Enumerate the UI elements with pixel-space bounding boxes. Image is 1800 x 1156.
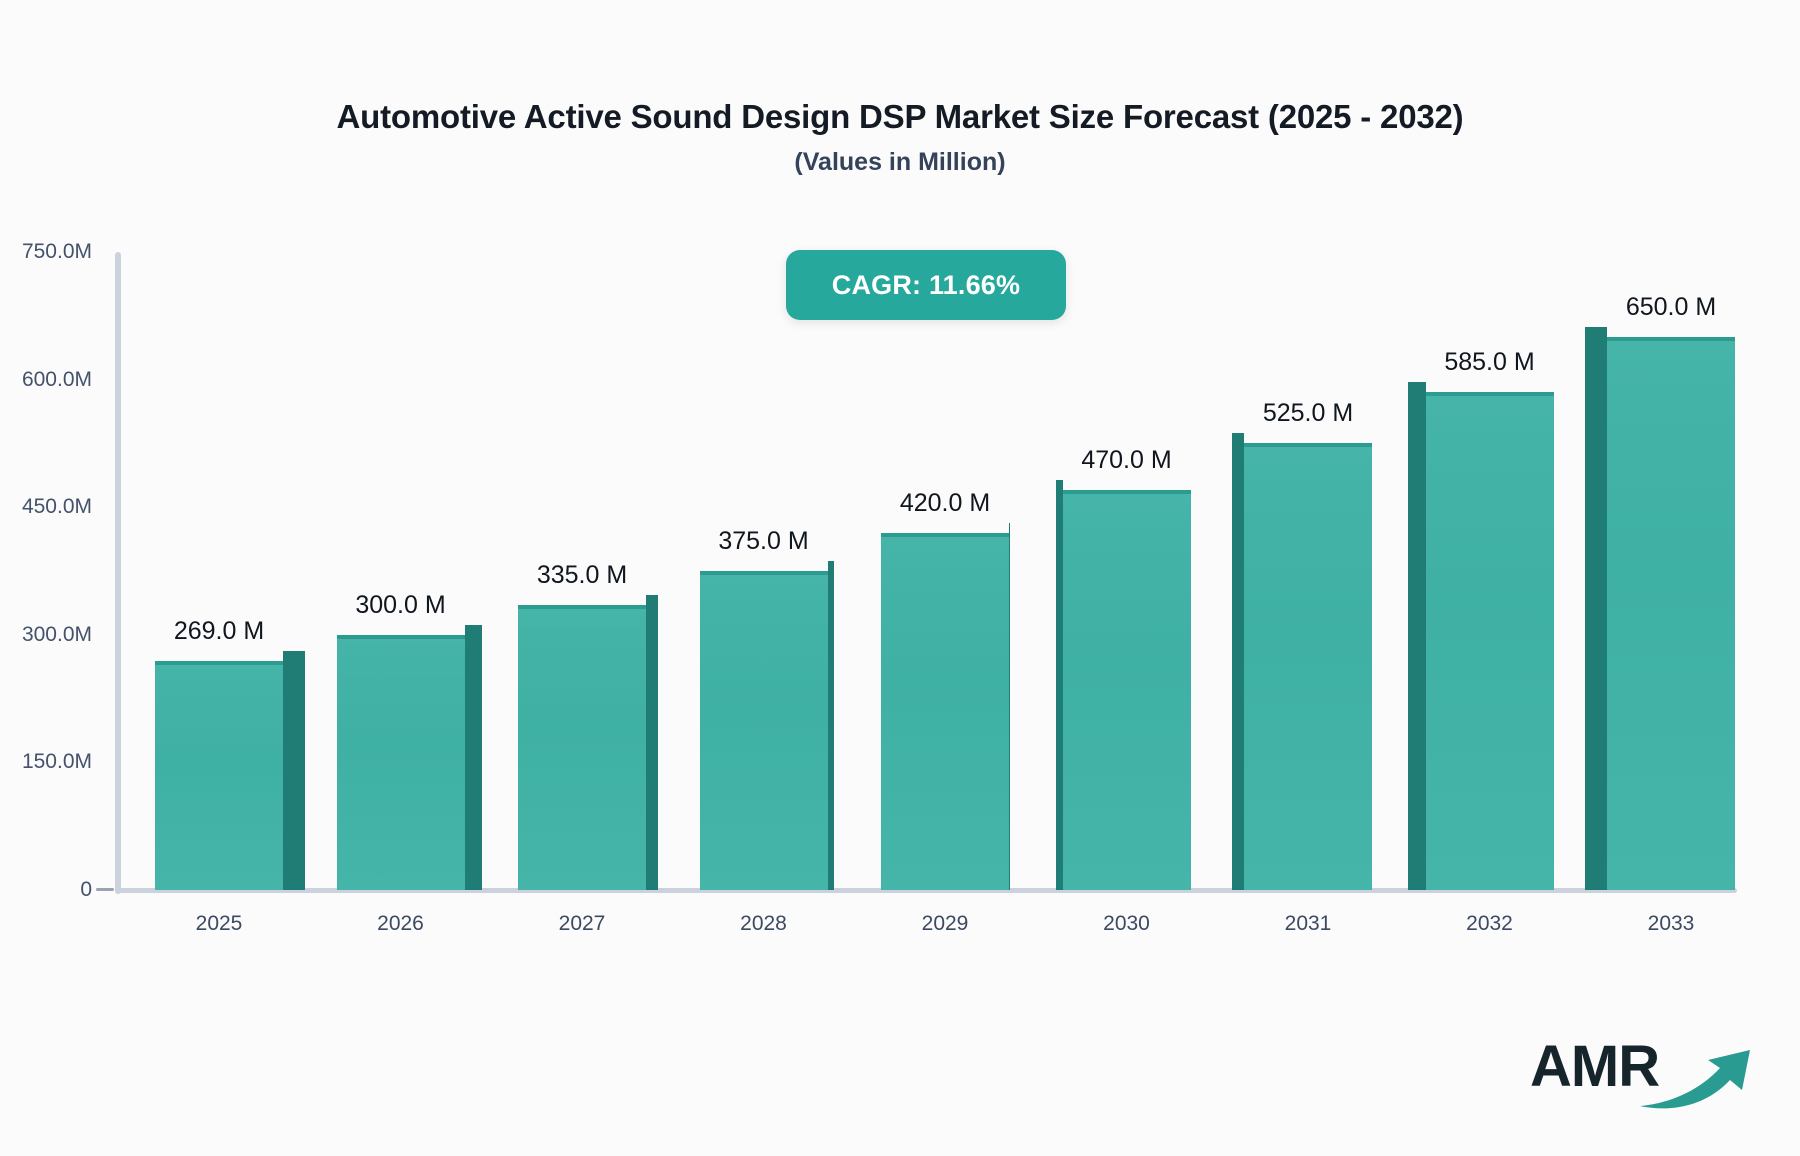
bar-top-edge xyxy=(881,532,1009,537)
bar-front-face xyxy=(1062,490,1191,890)
x-axis-category-label: 2033 xyxy=(1647,912,1695,935)
cagr-badge-label: CAGR: 11.66% xyxy=(831,269,1021,300)
y-axis-tick-label: 750.0M xyxy=(21,240,92,263)
x-axis-category-label: 2027 xyxy=(558,912,606,935)
bar-top-edge xyxy=(518,605,646,610)
bar-top-edge xyxy=(1244,443,1372,448)
bar-side-face xyxy=(1585,327,1607,890)
bar-side-face xyxy=(827,561,834,890)
bar-side-face xyxy=(1056,480,1063,890)
bar-value-label: 375.0 M xyxy=(718,527,809,555)
bar-front-face xyxy=(699,571,828,890)
bar-front-face xyxy=(155,661,283,890)
x-axis-line xyxy=(115,888,1737,893)
x-axis-category-label: 2028 xyxy=(740,912,787,935)
bar-front-face xyxy=(1607,337,1735,890)
x-axis-category-label: 2026 xyxy=(377,912,424,935)
chart-subtitle: (Values in Million) xyxy=(794,148,1006,176)
bar-top-edge xyxy=(1425,392,1554,397)
bar-front-face xyxy=(1244,443,1372,890)
amr-logo: AMR xyxy=(1530,1038,1770,1116)
zero-tick-mark xyxy=(96,888,114,891)
bar-value-label: 335.0 M xyxy=(536,561,628,590)
bar-side-face xyxy=(646,595,658,890)
y-axis-line xyxy=(115,252,121,894)
trending-up-arrow-icon xyxy=(1640,1050,1750,1109)
x-axis-category-label: 2032 xyxy=(1466,912,1513,935)
amr-wordmark: AMR xyxy=(1530,1034,1660,1099)
bar-value-label: 525.0 M xyxy=(1262,399,1354,428)
bar-front-face xyxy=(336,634,465,890)
bar-value-label: 269.0 M xyxy=(173,617,265,646)
bar-top-edge xyxy=(336,634,465,639)
bar-side-face xyxy=(464,624,482,890)
cagr-badge: CAGR: 11.66% xyxy=(786,250,1066,320)
bar-top-edge xyxy=(1062,490,1191,495)
bar-top-edge xyxy=(1607,337,1735,342)
x-axis-category-label: 2029 xyxy=(921,912,969,935)
bar-front-face xyxy=(518,605,646,890)
bar-front-face xyxy=(1425,392,1554,890)
bar-value-label: 585.0 M xyxy=(1444,348,1535,377)
y-axis-tick-label: 150.0M xyxy=(21,750,92,774)
bar-value-label: 420.0 M xyxy=(899,488,991,517)
bar-side-face xyxy=(1009,522,1010,890)
bar-value-label: 470.0 M xyxy=(1081,446,1172,475)
y-axis-tick-label: 450.0M xyxy=(21,495,92,519)
bar-top-edge xyxy=(699,571,828,575)
bar-front-face xyxy=(881,532,1009,890)
y-axis-tick-label: 600.0M xyxy=(21,367,92,391)
y-axis-tick-label: 300.0M xyxy=(21,622,92,646)
bar-side-face xyxy=(283,651,305,890)
bar-value-label: 300.0 M xyxy=(355,590,446,619)
y-axis-tick-label: 0 xyxy=(80,878,92,901)
x-axis-category-label: 2025 xyxy=(195,912,243,935)
x-axis-category-label: 2030 xyxy=(1103,912,1150,935)
bar-top-edge xyxy=(155,661,283,666)
page-title: Automotive Active Sound Design DSP Marke… xyxy=(336,98,1464,135)
x-axis-category-label: 2031 xyxy=(1284,912,1332,935)
bar-side-face xyxy=(1232,433,1244,890)
bar-side-face xyxy=(1408,382,1426,890)
bar-value-label: 650.0 M xyxy=(1625,293,1717,322)
